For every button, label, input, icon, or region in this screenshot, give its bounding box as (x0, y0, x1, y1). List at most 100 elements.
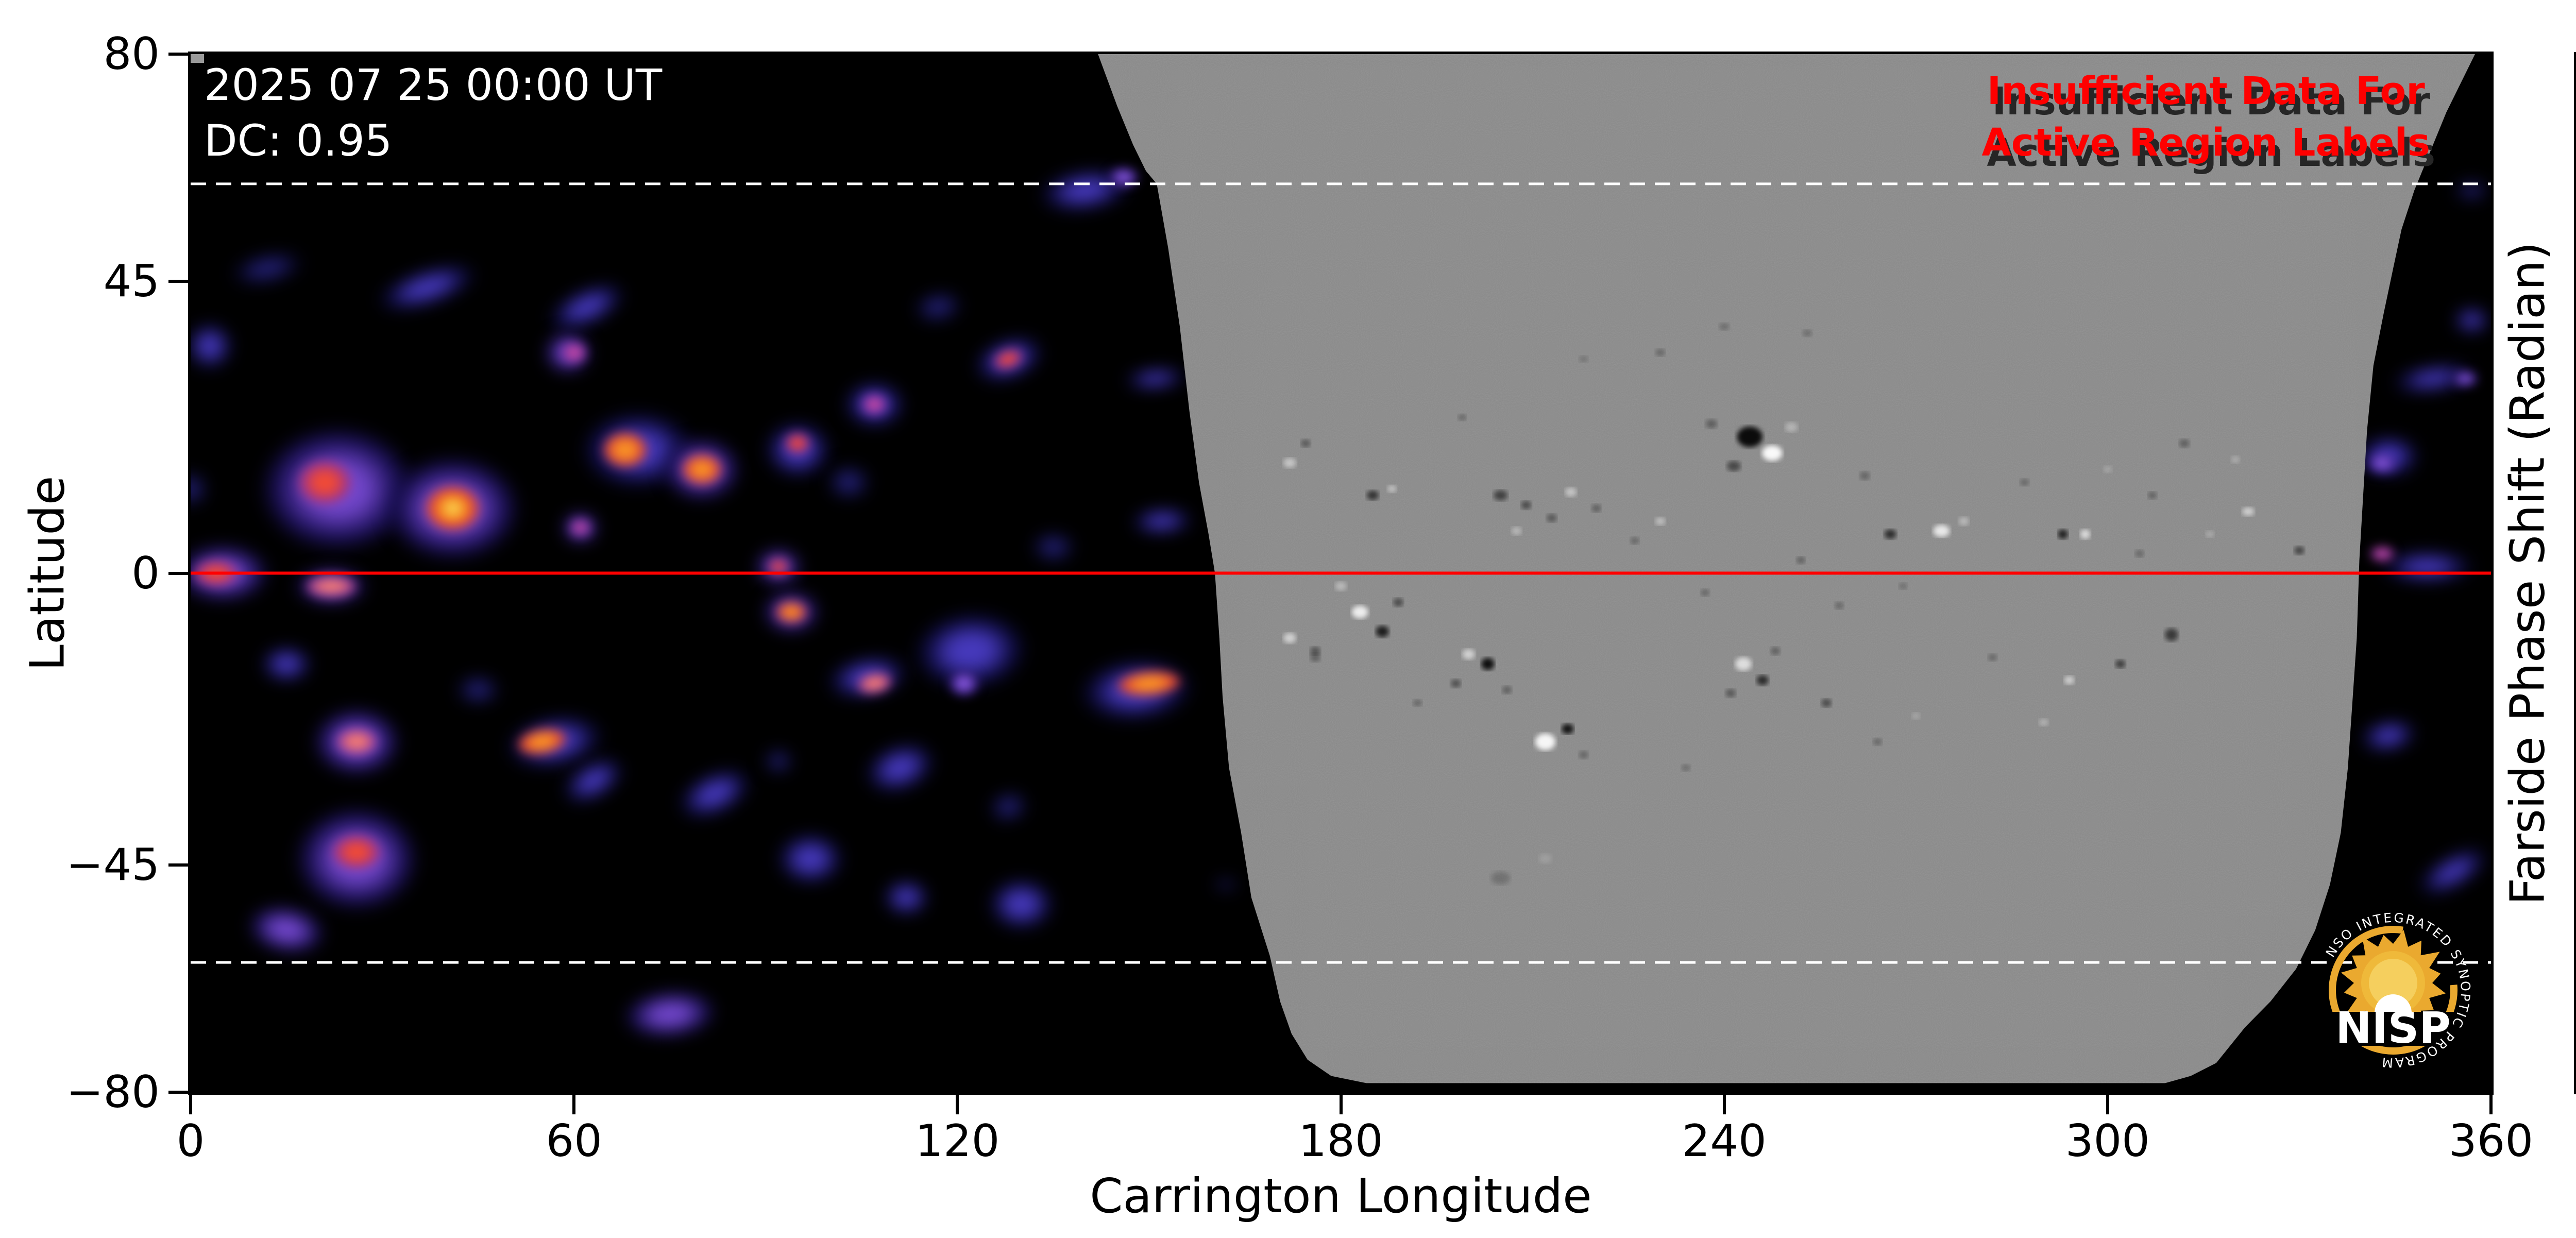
farside-blob-halo (979, 871, 1063, 937)
y-tick-label: −45 (66, 839, 160, 891)
magnetogram-negative-speck (1301, 439, 1311, 448)
x-tick-mark (2489, 1095, 2493, 1114)
farside-blob-halo (769, 826, 852, 891)
y-tick-mark (168, 1091, 188, 1094)
farside-phase-map-layer (191, 54, 2491, 1092)
magnetogram-negative-speck (1719, 323, 1730, 330)
sun-arch-icon (2375, 994, 2412, 1013)
magnetogram-negative-speck (1655, 349, 1665, 357)
magnetogram-negative-speck (1796, 556, 1806, 564)
magnetogram-positive-speck (1655, 517, 1666, 525)
farside-blob-core (325, 829, 389, 875)
magnetogram-negative-speck (1310, 653, 1320, 662)
map-corner-artifact (191, 54, 204, 63)
magnetogram-positive-speck (2039, 719, 2049, 726)
magnetogram-positive-speck (1958, 517, 1969, 525)
magnetogram-negative-speck (1481, 657, 1495, 670)
x-tick-label: 300 (2065, 1115, 2150, 1167)
x-axis-title: Carrington Longitude (1090, 1168, 1592, 1224)
magnetogram-positive-speck (2242, 507, 2255, 516)
magnetogram-negative-speck (1579, 355, 1588, 363)
farside-blob-halo (877, 875, 935, 921)
y-tick-label: −80 (66, 1066, 160, 1118)
y-tick-mark (168, 279, 188, 283)
magnetogram-negative-speck (1491, 871, 1511, 885)
farside-blob-halo (2449, 177, 2491, 203)
magnetogram-negative-speck (1821, 699, 1832, 707)
magnetogram-negative-speck (1681, 764, 1690, 772)
x-tick-mark (1339, 1095, 1343, 1114)
magnetogram-negative-speck (1705, 419, 1718, 429)
x-tick-mark (2106, 1095, 2109, 1114)
magnetogram-negative-speck (1737, 426, 1763, 448)
magnetogram-negative-speck (1458, 414, 1467, 421)
magnetogram-negative-speck (1579, 751, 1589, 759)
magnetogram-positive-speck (1539, 854, 1552, 863)
x-tick-label: 360 (2448, 1115, 2534, 1167)
date-text: 2025 07 25 00:00 UT (204, 60, 663, 110)
magnetogram-negative-speck (2164, 628, 2178, 641)
x-tick-mark (572, 1095, 576, 1114)
farside-blob-halo (449, 670, 507, 709)
farside-blob-core (772, 599, 811, 625)
farside-blob-core (567, 518, 594, 538)
farside-blob-core (782, 430, 814, 456)
farside-blob-core (331, 725, 383, 758)
magnetogram-positive-speck (2064, 676, 2075, 685)
magnetogram-positive-speck (1351, 605, 1368, 619)
farside-blob-halo (1210, 878, 1242, 891)
farside-blob-core (436, 495, 469, 521)
magnetogram-negative-speck (1591, 504, 1601, 513)
magnetogram-negative-speck (1884, 529, 1896, 539)
farside-blob-core (858, 391, 891, 418)
farside-blob-core (290, 453, 360, 512)
magnetogram-positive-speck (1535, 733, 1556, 751)
magnetogram-positive-speck (1283, 458, 1296, 468)
timestamp-annotation: 2025 07 25 00:00 UT DC: 0.95 (204, 57, 662, 168)
farside-blob-core (676, 450, 727, 489)
x-tick-mark (1722, 1095, 1726, 1114)
magnetogram-negative-speck (2020, 479, 2029, 486)
magnetogram-positive-speck (2080, 529, 2091, 539)
farside-blob-core (2363, 450, 2402, 476)
magnetogram-negative-speck (2294, 546, 2304, 555)
magnetogram-positive-speck (2103, 466, 2112, 473)
magnetogram-negative-speck (1725, 689, 1736, 698)
farside-blob-core (2366, 544, 2399, 564)
magnetogram-positive-speck (1565, 487, 1577, 497)
magnetogram-negative-speck (1873, 738, 1882, 745)
magnetogram-negative-speck (1521, 501, 1532, 510)
farside-blob-core (944, 667, 983, 700)
magnetogram-negative-speck (1700, 589, 1710, 597)
nisp-logo: NISP NSO INTEGRATED SYNOPTIC PROGRAM (2323, 910, 2472, 1071)
farside-blob-halo (2449, 303, 2491, 336)
y-tick-mark (168, 53, 188, 56)
magnetogram-positive-speck (1511, 527, 1522, 535)
magnetogram-positive-speck (1911, 713, 1920, 719)
magnetogram-negative-speck (2135, 550, 2144, 557)
farside-blob-core (596, 427, 654, 473)
x-tick-mark (189, 1095, 192, 1114)
farside-blob-halo (255, 641, 319, 687)
magnetogram-positive-speck (1933, 524, 1950, 537)
warning-line2: Active Region Labels (1981, 121, 2430, 165)
magnetogram-positive-speck (1785, 422, 1798, 432)
y-tick-mark (168, 863, 188, 867)
magnetogram-negative-speck (2179, 439, 2190, 448)
magnetogram-negative-speck (1726, 461, 1741, 471)
x-tick-mark (956, 1095, 959, 1114)
warning-annotation: Insufficient Data For Active Region Labe… (1981, 65, 2430, 168)
magnetogram-negative-speck (1546, 514, 1557, 522)
x-tick-label: 180 (1298, 1115, 1383, 1167)
magnetogram-positive-speck (1387, 485, 1397, 493)
magnetogram-negative-speck (2148, 491, 2157, 499)
magnetogram-negative-speck (1450, 679, 1461, 688)
farside-blob-core (299, 573, 363, 599)
y-tick-label: 80 (103, 28, 160, 80)
dc-text: DC: 0.95 (204, 115, 393, 166)
logo-wordmark: NISP (2335, 1003, 2451, 1053)
y-tick-label: 45 (103, 255, 160, 307)
frontside-noise (1098, 54, 2475, 1083)
x-tick-label: 60 (546, 1115, 602, 1167)
magnetogram-negative-speck (1756, 675, 1769, 686)
